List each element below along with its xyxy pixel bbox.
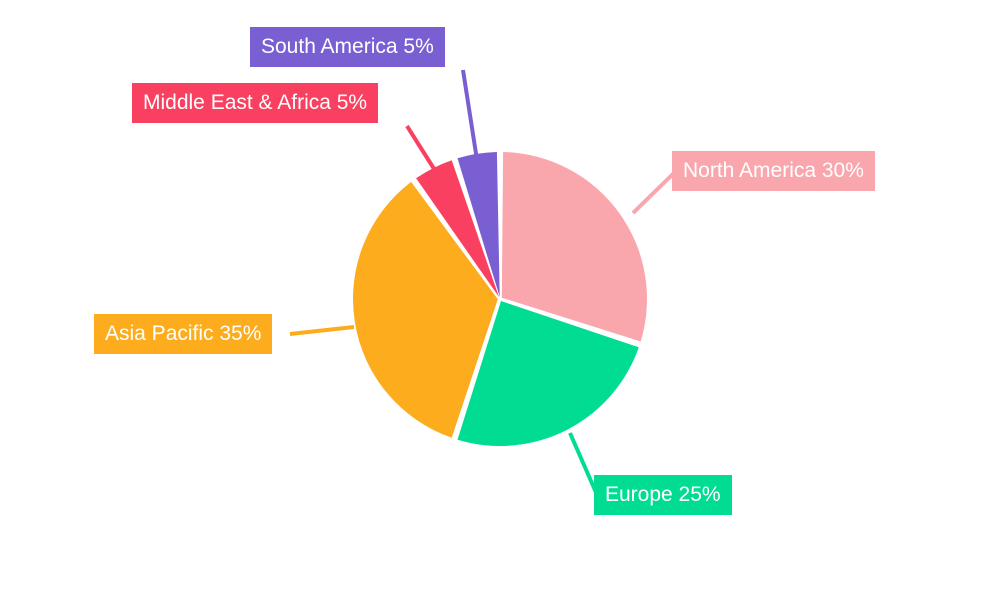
- pie-label-middle-east-africa[interactable]: Middle East & Africa 5%: [132, 83, 379, 123]
- leader-lines: [289, 69, 678, 498]
- pie-label-north-america[interactable]: North America 30%: [672, 151, 875, 191]
- pie-slice-north-america[interactable]: [501, 152, 647, 342]
- leader-line-europe: [568, 432, 600, 498]
- pie-slice-middle-east-africa[interactable]: [416, 160, 499, 297]
- leader-line-middle-east-africa: [405, 124, 438, 174]
- pie-slice-asia-pacific[interactable]: [353, 181, 498, 438]
- pie-slice-south-america[interactable]: [457, 152, 500, 297]
- leader-line-south-america: [461, 69, 479, 161]
- pie-label-asia-pacific[interactable]: Asia Pacific 35%: [94, 314, 273, 354]
- pie-slices: [353, 152, 647, 446]
- leader-line-north-america: [631, 169, 678, 215]
- pie-label-europe[interactable]: Europe 25%: [594, 475, 732, 515]
- pie-label-south-america[interactable]: South America 5%: [250, 27, 445, 67]
- pie-slice-europe[interactable]: [457, 301, 639, 446]
- leader-line-asia-pacific: [289, 325, 355, 336]
